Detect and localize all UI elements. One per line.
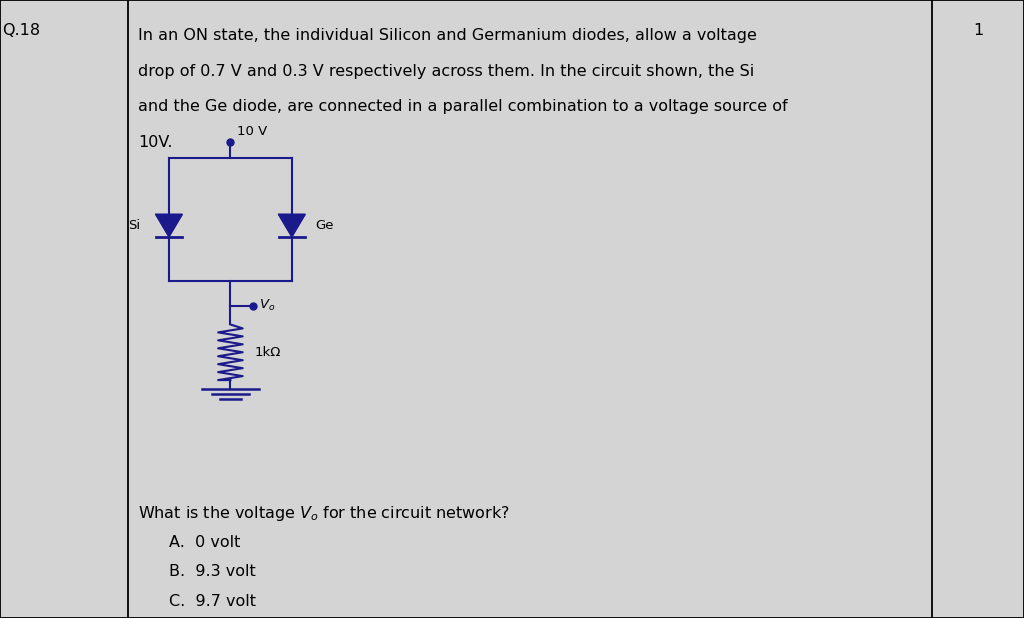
Text: B.  9.3 volt: B. 9.3 volt bbox=[169, 564, 256, 579]
Text: $V_o$: $V_o$ bbox=[259, 298, 275, 313]
Text: What is the voltage $V_o$ for the circuit network?: What is the voltage $V_o$ for the circui… bbox=[138, 504, 510, 523]
Polygon shape bbox=[156, 214, 182, 237]
Text: C.  9.7 volt: C. 9.7 volt bbox=[169, 594, 256, 609]
Text: Si: Si bbox=[128, 219, 140, 232]
Text: Q.18: Q.18 bbox=[2, 23, 40, 38]
Text: drop of 0.7 V and 0.3 V respectively across them. In the circuit shown, the Si: drop of 0.7 V and 0.3 V respectively acr… bbox=[138, 64, 755, 78]
Text: and the Ge diode, are connected in a parallel combination to a voltage source of: and the Ge diode, are connected in a par… bbox=[138, 99, 787, 114]
Text: 1: 1 bbox=[973, 23, 983, 38]
Text: 1kΩ: 1kΩ bbox=[255, 345, 282, 359]
Text: In an ON state, the individual Silicon and Germanium diodes, allow a voltage: In an ON state, the individual Silicon a… bbox=[138, 28, 757, 43]
Text: Ge: Ge bbox=[315, 219, 334, 232]
Text: A.  0 volt: A. 0 volt bbox=[169, 535, 241, 549]
Text: 10 V: 10 V bbox=[237, 125, 267, 138]
Polygon shape bbox=[279, 214, 305, 237]
Text: 10V.: 10V. bbox=[138, 135, 173, 150]
